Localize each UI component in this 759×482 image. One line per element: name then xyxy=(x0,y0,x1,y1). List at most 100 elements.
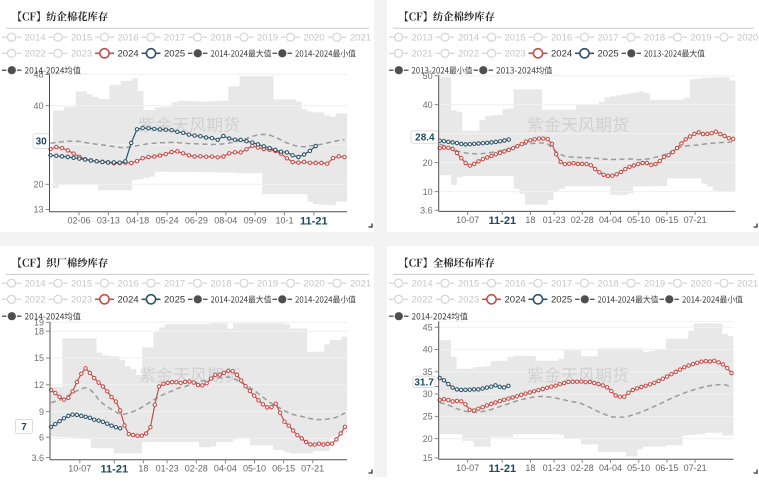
svg-text:45: 45 xyxy=(423,322,433,332)
svg-text:2013: 2013 xyxy=(412,33,433,44)
svg-text:12: 12 xyxy=(34,380,44,390)
svg-text:04-18: 04-18 xyxy=(126,216,149,226)
svg-text:40: 40 xyxy=(423,100,433,110)
svg-text:15: 15 xyxy=(423,453,433,463)
svg-text:2025: 2025 xyxy=(164,49,185,60)
svg-text:2022: 2022 xyxy=(458,49,479,60)
svg-text:2015: 2015 xyxy=(458,279,479,290)
svg-text:2019: 2019 xyxy=(257,33,278,44)
svg-text:10: 10 xyxy=(423,187,433,197)
svg-text:2025: 2025 xyxy=(551,295,572,306)
svg-text:7: 7 xyxy=(21,422,27,433)
svg-text:15: 15 xyxy=(34,353,44,363)
svg-text:30: 30 xyxy=(423,389,433,399)
svg-text:09-09: 09-09 xyxy=(244,216,267,226)
svg-text:2025: 2025 xyxy=(164,295,185,306)
svg-text:2017: 2017 xyxy=(164,279,185,290)
svg-text:2021: 2021 xyxy=(350,279,371,290)
svg-text:2024: 2024 xyxy=(551,49,572,60)
svg-text:05-10: 05-10 xyxy=(627,215,650,225)
svg-text:2014: 2014 xyxy=(25,279,46,290)
svg-text:2024: 2024 xyxy=(118,295,139,306)
svg-text:2021: 2021 xyxy=(737,279,758,290)
svg-text:05-10: 05-10 xyxy=(243,464,266,474)
svg-text:2020: 2020 xyxy=(304,279,325,290)
svg-text:2022: 2022 xyxy=(25,49,46,60)
svg-text:20: 20 xyxy=(423,434,433,444)
svg-text:06-15: 06-15 xyxy=(655,463,678,473)
svg-text:2023: 2023 xyxy=(71,49,92,60)
svg-text:20: 20 xyxy=(423,158,433,168)
svg-text:07-21: 07-21 xyxy=(301,464,324,474)
svg-text:2023: 2023 xyxy=(458,295,479,306)
svg-text:04-04: 04-04 xyxy=(599,463,622,473)
svg-text:2014: 2014 xyxy=(412,279,433,290)
svg-text:18: 18 xyxy=(525,215,535,225)
svg-text:01-23: 01-23 xyxy=(156,464,179,474)
svg-text:2018: 2018 xyxy=(598,279,619,290)
svg-text:6: 6 xyxy=(39,432,44,442)
svg-text:2018: 2018 xyxy=(211,33,232,44)
svg-text:2025: 2025 xyxy=(598,49,619,60)
svg-text:2016: 2016 xyxy=(551,33,572,44)
svg-text:02-28: 02-28 xyxy=(571,215,594,225)
svg-text:2022: 2022 xyxy=(25,295,46,306)
svg-text:2021: 2021 xyxy=(412,49,433,60)
svg-text:2019: 2019 xyxy=(257,279,278,290)
svg-text:04-04: 04-04 xyxy=(214,464,237,474)
svg-text:2022: 2022 xyxy=(412,295,433,306)
svg-text:2018: 2018 xyxy=(644,33,665,44)
svg-text:9: 9 xyxy=(39,407,44,417)
svg-text:50: 50 xyxy=(423,71,433,81)
svg-text:2024: 2024 xyxy=(505,295,526,306)
svg-text:07-21: 07-21 xyxy=(684,215,707,225)
svg-text:11-21: 11-21 xyxy=(489,215,517,227)
svg-text:2019: 2019 xyxy=(691,33,712,44)
svg-text:2024: 2024 xyxy=(118,49,139,60)
svg-text:2023: 2023 xyxy=(505,49,526,60)
svg-text:2020: 2020 xyxy=(691,279,712,290)
svg-text:2014: 2014 xyxy=(458,33,479,44)
svg-text:40: 40 xyxy=(423,345,433,355)
svg-text:18: 18 xyxy=(525,463,535,473)
svg-text:2015: 2015 xyxy=(71,279,92,290)
svg-text:2019: 2019 xyxy=(644,279,665,290)
svg-text:35: 35 xyxy=(423,367,433,377)
svg-text:28.4: 28.4 xyxy=(415,133,435,144)
svg-text:06-15: 06-15 xyxy=(272,464,295,474)
svg-text:19: 19 xyxy=(34,318,44,328)
svg-text:02-06: 02-06 xyxy=(67,216,90,226)
svg-text:18: 18 xyxy=(34,326,44,336)
svg-text:05-24: 05-24 xyxy=(156,216,179,226)
svg-text:2015: 2015 xyxy=(505,33,526,44)
svg-text:2017: 2017 xyxy=(164,33,185,44)
svg-text:2016: 2016 xyxy=(118,33,139,44)
svg-text:01-23: 01-23 xyxy=(543,215,566,225)
svg-text:10-1: 10-1 xyxy=(275,216,293,226)
svg-text:2021: 2021 xyxy=(350,33,371,44)
svg-text:2018: 2018 xyxy=(211,279,232,290)
svg-text:2015: 2015 xyxy=(71,33,92,44)
svg-text:2017: 2017 xyxy=(598,33,619,44)
svg-text:2017: 2017 xyxy=(551,279,572,290)
svg-text:02-28: 02-28 xyxy=(571,463,594,473)
svg-text:04-04: 04-04 xyxy=(599,215,622,225)
svg-text:07-21: 07-21 xyxy=(684,463,707,473)
svg-text:11-21: 11-21 xyxy=(489,463,517,475)
svg-text:30: 30 xyxy=(36,137,48,148)
svg-text:11-21: 11-21 xyxy=(101,463,129,475)
svg-text:25: 25 xyxy=(423,412,433,422)
svg-text:3.6: 3.6 xyxy=(31,453,44,463)
svg-text:3.6: 3.6 xyxy=(420,206,433,216)
svg-text:2020: 2020 xyxy=(304,33,325,44)
svg-text:2020: 2020 xyxy=(737,33,758,44)
svg-text:08-04: 08-04 xyxy=(214,216,237,226)
svg-text:48: 48 xyxy=(33,70,43,80)
svg-text:06-29: 06-29 xyxy=(185,216,208,226)
svg-text:2023: 2023 xyxy=(71,295,92,306)
svg-text:2016: 2016 xyxy=(118,279,139,290)
svg-text:01-23: 01-23 xyxy=(543,463,566,473)
svg-text:13: 13 xyxy=(33,205,43,215)
svg-text:05-10: 05-10 xyxy=(627,463,650,473)
svg-text:20: 20 xyxy=(33,180,43,190)
